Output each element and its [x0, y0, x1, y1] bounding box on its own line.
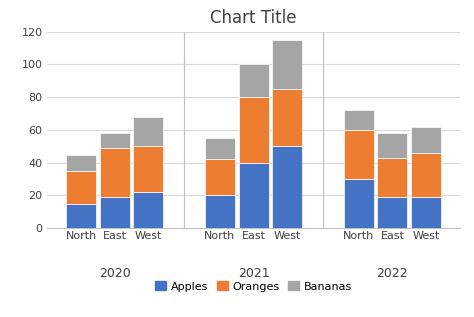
- Text: 2021: 2021: [238, 267, 269, 280]
- Bar: [411, 127, 441, 153]
- Bar: [411, 153, 441, 197]
- Bar: [100, 197, 130, 228]
- Bar: [272, 146, 302, 228]
- Bar: [205, 138, 235, 159]
- Bar: [238, 97, 269, 163]
- Bar: [411, 197, 441, 228]
- Bar: [344, 110, 374, 130]
- Bar: [344, 130, 374, 179]
- Bar: [134, 146, 164, 192]
- Bar: [238, 64, 269, 97]
- Bar: [377, 197, 407, 228]
- Bar: [238, 163, 269, 228]
- Bar: [377, 158, 407, 197]
- Bar: [134, 117, 164, 146]
- Bar: [205, 159, 235, 196]
- Bar: [272, 40, 302, 89]
- Bar: [377, 133, 407, 158]
- Bar: [272, 89, 302, 146]
- Bar: [344, 179, 374, 228]
- Bar: [66, 155, 96, 171]
- Bar: [66, 171, 96, 204]
- Text: 2020: 2020: [99, 267, 131, 280]
- Bar: [100, 148, 130, 197]
- Bar: [134, 192, 164, 228]
- Bar: [205, 196, 235, 228]
- Legend: Apples, Oranges, Bananas: Apples, Oranges, Bananas: [151, 277, 356, 296]
- Bar: [100, 133, 130, 148]
- Bar: [66, 204, 96, 228]
- Title: Chart Title: Chart Title: [210, 10, 297, 27]
- Text: 2022: 2022: [376, 267, 408, 280]
